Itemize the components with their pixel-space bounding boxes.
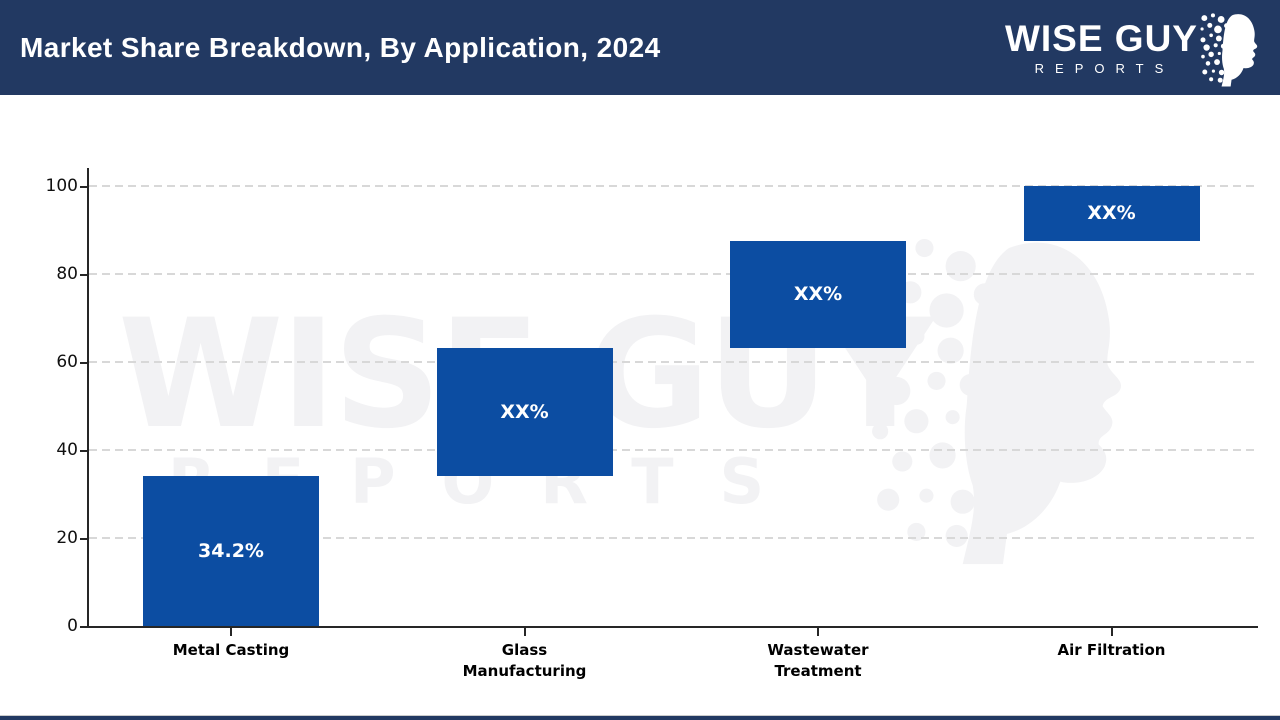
bar-value-label: XX% [1087,202,1136,225]
y-tick-label: 20 [56,528,78,548]
logo-face-icon [1198,9,1266,87]
x-tick-mark [1110,628,1113,636]
y-gridline [89,449,1258,451]
y-tick-mark [80,362,87,364]
y-tick-mark [80,626,87,628]
header-bar: Market Share Breakdown, By Application, … [0,0,1280,95]
x-category-label: Metal Casting [172,641,290,659]
x-category-label: Wastewater Treatment [767,641,869,680]
y-gridline [89,361,1258,363]
bar-value-label: XX% [500,400,549,423]
x-tick-mark [817,628,819,636]
x-category-label: Air Filtration [1057,641,1166,659]
bar-wastewater-treatment: XX% [730,240,906,348]
wiseguy-logo: WISE GUY REPORTS [1005,9,1266,87]
x-axis-line [87,626,1258,628]
logo-wordmark: WISE GUY REPORTS [1005,20,1198,76]
bar-glass-manufacturing: XX% [436,347,613,476]
y-tick-label: 40 [56,440,78,460]
y-tick-label: 0 [67,616,78,636]
y-gridline [89,185,1258,187]
x-tick-mark [230,628,232,636]
footer-bar [0,715,1280,720]
y-gridline [89,273,1258,275]
bar-metal-casting: 34.2% [143,475,319,626]
chart-title: Market Share Breakdown, By Application, … [20,31,661,63]
y-tick-label: 60 [56,352,78,372]
logo-title-text: WISE GUY [1004,17,1198,59]
y-gridline [89,537,1258,539]
y-tick-mark [80,538,87,540]
y-tick-mark [80,450,87,452]
y-tick-mark [80,186,87,188]
y-axis-line [87,168,89,628]
y-tick-mark [80,274,87,276]
y-tick-label: 100 [45,176,78,196]
chart-canvas: WISE GUY REPORTS 0 20 40 60 80 100 34.2% Metal … [0,95,1280,716]
y-tick-label: 80 [56,264,78,284]
bar-air-filtration: XX% [1023,186,1200,241]
x-tick-mark [523,628,526,636]
logo-subtitle-text: REPORTS [1034,60,1175,76]
bar-value-label: XX% [793,283,843,306]
x-category-label: Glass Manufacturing [462,641,587,680]
bar-value-label: 34.2% [198,539,264,562]
